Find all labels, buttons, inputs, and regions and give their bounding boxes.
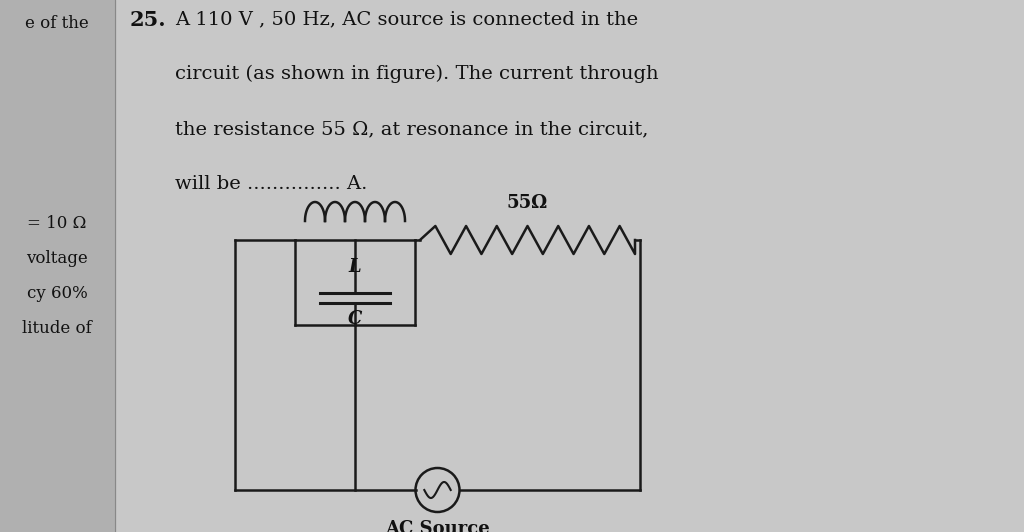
- Text: litude of: litude of: [23, 320, 92, 337]
- Text: circuit (as shown in figure). The current through: circuit (as shown in figure). The curren…: [175, 65, 658, 83]
- Text: cy 60%: cy 60%: [27, 285, 87, 302]
- Text: A 110 V , 50 Hz, AC source is connected in the: A 110 V , 50 Hz, AC source is connected …: [175, 10, 638, 28]
- Text: will be ............... A.: will be ............... A.: [175, 175, 368, 193]
- Text: 25.: 25.: [130, 10, 167, 30]
- Text: = 10 Ω: = 10 Ω: [28, 215, 87, 232]
- Text: L: L: [349, 258, 361, 276]
- Text: the resistance 55 Ω, at resonance in the circuit,: the resistance 55 Ω, at resonance in the…: [175, 120, 648, 138]
- Text: 55Ω: 55Ω: [507, 194, 548, 212]
- Text: e of the: e of the: [26, 15, 89, 32]
- Text: C: C: [348, 311, 362, 328]
- Text: AC Source: AC Source: [385, 520, 489, 532]
- Text: voltage: voltage: [27, 250, 88, 267]
- Bar: [0, 0, 115, 532]
